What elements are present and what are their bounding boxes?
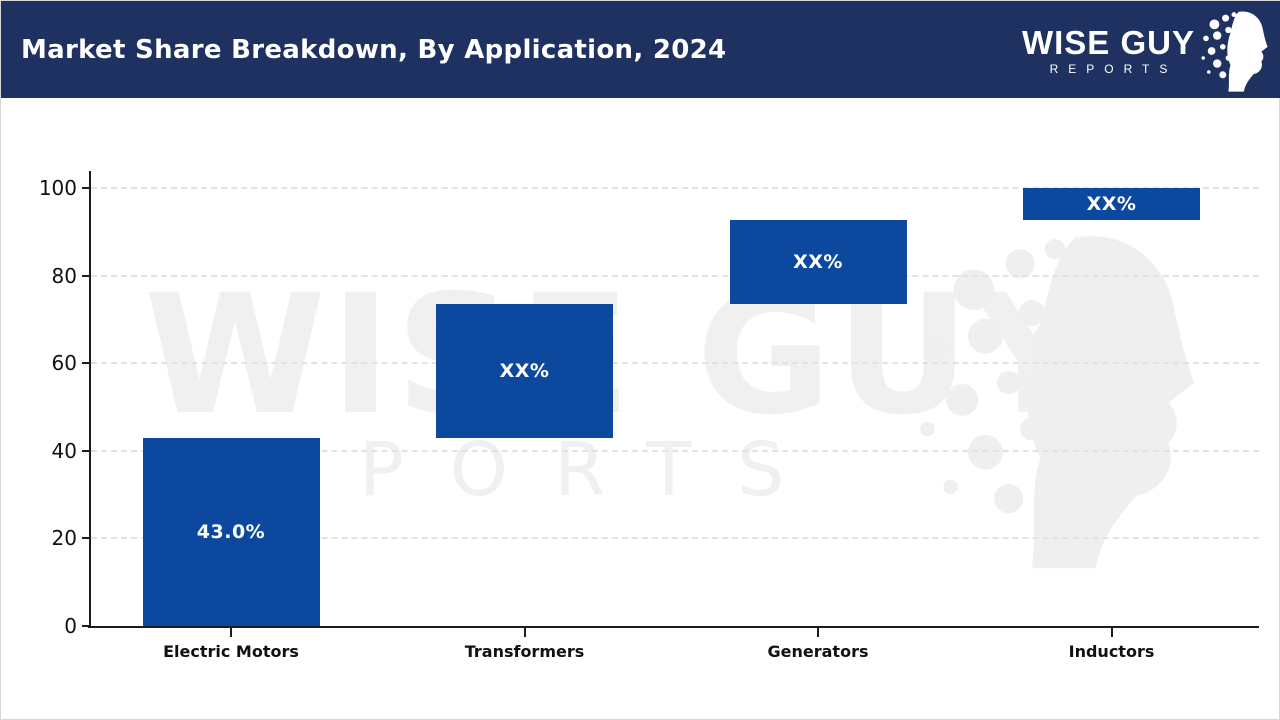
logo-subtext: REPORTS — [1049, 61, 1178, 76]
gridline — [91, 274, 1259, 277]
bar-value-label: XX% — [793, 251, 843, 274]
logo-wordmark: WISE GUY — [1021, 24, 1195, 62]
gridline — [91, 187, 1259, 190]
category-label: Generators — [767, 642, 869, 661]
y-axis-tick — [82, 274, 89, 277]
x-axis-tick — [523, 628, 526, 637]
y-tick-label: 40 — [51, 438, 77, 463]
bar-value-label: 43.0% — [196, 520, 266, 543]
category-label: Inductors — [1068, 642, 1155, 661]
bar-transformers: XX% — [436, 304, 613, 438]
y-axis-tick — [82, 625, 89, 627]
bar-generators: XX% — [729, 220, 907, 305]
x-axis-line — [88, 626, 1259, 628]
bar-inductors: XX% — [1023, 188, 1200, 221]
y-axis-tick — [82, 449, 89, 452]
bar-value-label: XX% — [1086, 193, 1137, 216]
category-label: Electric Motors — [163, 642, 299, 661]
x-axis-tick — [1110, 628, 1113, 637]
page-title: Market Share Breakdown, By Application, … — [21, 34, 727, 65]
head-profile-icon — [1201, 11, 1268, 92]
gridline — [91, 362, 1259, 365]
gridline — [91, 449, 1259, 452]
header: Market Share Breakdown, By Application, … — [1, 1, 1280, 98]
y-tick-label: 60 — [51, 351, 77, 376]
gridline — [91, 537, 1259, 540]
wiseguy-logo: WISE GUY REPORTS — [1022, 7, 1271, 95]
y-axis-tick — [82, 362, 89, 365]
y-axis-tick — [82, 537, 89, 540]
y-tick-label: 100 — [38, 176, 77, 201]
y-tick-label: 80 — [51, 263, 77, 288]
y-tick-label: 0 — [64, 614, 77, 638]
y-axis-tick — [82, 187, 89, 190]
bar-electric-motors: 43.0% — [142, 437, 320, 626]
x-axis-tick — [817, 628, 819, 637]
x-axis-tick — [230, 628, 232, 637]
y-tick-label: 20 — [51, 526, 77, 551]
bar-value-label: XX% — [499, 360, 550, 383]
category-label: Transformers — [464, 642, 585, 661]
y-axis-line — [89, 171, 91, 628]
